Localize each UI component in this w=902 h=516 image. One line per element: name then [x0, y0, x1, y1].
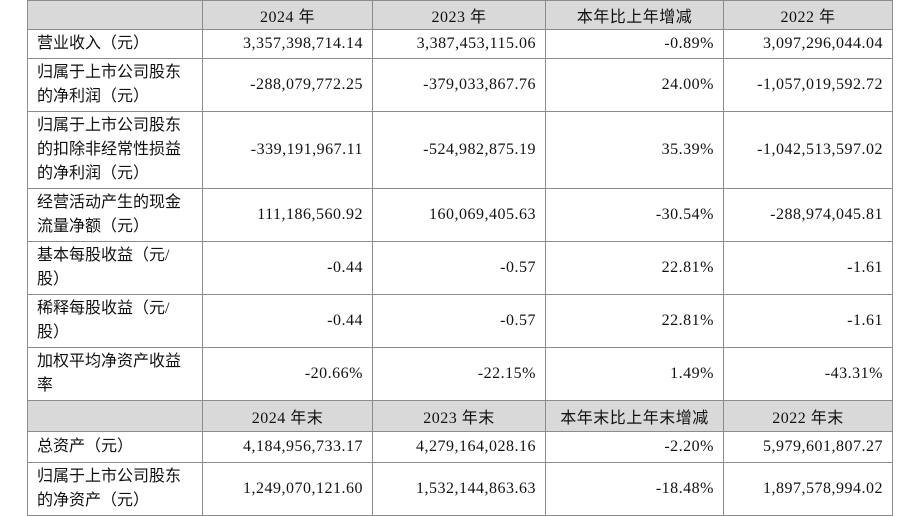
- header-2024: 2024 年: [202, 0, 373, 30]
- value-2023: 1,532,144,863.63: [372, 462, 546, 516]
- table-row-basic-eps: 基本每股收益（元/股） -0.44 -0.57 22.81% -1.61: [27, 241, 893, 295]
- row-label: 归属于上市公司股东的扣除非经常性损益的净利润（元）: [27, 111, 203, 189]
- table-row-revenue: 营业收入（元） 3,357,398,714.14 3,387,453,115.0…: [27, 29, 893, 59]
- value-2022: 1,897,578,994.02: [723, 462, 893, 516]
- value-change: 22.81%: [545, 294, 724, 348]
- header-row-period-end: 2024 年末 2023 年末 本年末比上年末增减 2022 年末: [27, 400, 893, 432]
- value-2023: -524,982,875.19: [372, 111, 546, 189]
- value-change: 1.49%: [545, 347, 724, 401]
- header-yoy-change: 本年比上年增减: [545, 0, 724, 30]
- value-change: -30.54%: [545, 188, 724, 242]
- header-blank-cell: [27, 0, 203, 30]
- row-label: 总资产（元）: [27, 431, 203, 463]
- row-label: 加权平均净资产收益率: [27, 347, 203, 401]
- value-2022: -1,042,513,597.02: [723, 111, 893, 189]
- table-row-net-profit: 归属于上市公司股东的净利润（元） -288,079,772.25 -379,03…: [27, 58, 893, 112]
- value-change: 35.39%: [545, 111, 724, 189]
- row-label: 营业收入（元）: [27, 29, 203, 59]
- header-2022-end: 2022 年末: [723, 400, 893, 432]
- value-2024: -20.66%: [202, 347, 373, 401]
- value-2022: -1.61: [723, 241, 893, 295]
- header-end-yoy-change: 本年末比上年末增减: [545, 400, 724, 432]
- table-row-diluted-eps: 稀释每股收益（元/股） -0.44 -0.57 22.81% -1.61: [27, 294, 893, 348]
- header-blank-cell: [27, 400, 203, 432]
- header-2023-end: 2023 年末: [372, 400, 546, 432]
- value-2023: 3,387,453,115.06: [372, 29, 546, 59]
- financial-summary-table: 2024 年 2023 年 本年比上年增减 2022 年 营业收入（元） 3,3…: [27, 0, 893, 516]
- row-label: 稀释每股收益（元/股）: [27, 294, 203, 348]
- value-2023: -22.15%: [372, 347, 546, 401]
- value-change: 22.81%: [545, 241, 724, 295]
- value-2023: 160,069,405.63: [372, 188, 546, 242]
- header-row-annual: 2024 年 2023 年 本年比上年增减 2022 年: [27, 0, 893, 30]
- table-row-total-assets: 总资产（元） 4,184,956,733.17 4,279,164,028.16…: [27, 431, 893, 463]
- value-2023: -0.57: [372, 294, 546, 348]
- value-2024: -0.44: [202, 241, 373, 295]
- header-2024-end: 2024 年末: [202, 400, 373, 432]
- value-2024: 1,249,070,121.60: [202, 462, 373, 516]
- row-label: 基本每股收益（元/股）: [27, 241, 203, 295]
- row-label: 归属于上市公司股东的净资产（元）: [27, 462, 203, 516]
- value-2022: -43.31%: [723, 347, 893, 401]
- value-change: 24.00%: [545, 58, 724, 112]
- table-row-net-profit-excl-nonrecurring: 归属于上市公司股东的扣除非经常性损益的净利润（元） -339,191,967.1…: [27, 111, 893, 189]
- value-2023: 4,279,164,028.16: [372, 431, 546, 463]
- row-label: 归属于上市公司股东的净利润（元）: [27, 58, 203, 112]
- value-2024: -339,191,967.11: [202, 111, 373, 189]
- row-label: 经营活动产生的现金流量净额（元）: [27, 188, 203, 242]
- value-change: -18.48%: [545, 462, 724, 516]
- value-2022: 3,097,296,044.04: [723, 29, 893, 59]
- value-2022: -1,057,019,592.72: [723, 58, 893, 112]
- value-2024: -288,079,772.25: [202, 58, 373, 112]
- table-row-weighted-avg-roe: 加权平均净资产收益率 -20.66% -22.15% 1.49% -43.31%: [27, 347, 893, 401]
- value-2023: -0.57: [372, 241, 546, 295]
- value-2022: -288,974,045.81: [723, 188, 893, 242]
- value-2022: -1.61: [723, 294, 893, 348]
- value-2024: 3,357,398,714.14: [202, 29, 373, 59]
- table-row-net-assets: 归属于上市公司股东的净资产（元） 1,249,070,121.60 1,532,…: [27, 462, 893, 516]
- header-2023: 2023 年: [372, 0, 546, 30]
- value-2024: 111,186,560.92: [202, 188, 373, 242]
- value-change: -0.89%: [545, 29, 724, 59]
- table-row-operating-cash-flow: 经营活动产生的现金流量净额（元） 111,186,560.92 160,069,…: [27, 188, 893, 242]
- value-2022: 5,979,601,807.27: [723, 431, 893, 463]
- header-2022: 2022 年: [723, 0, 893, 30]
- value-2024: -0.44: [202, 294, 373, 348]
- value-2024: 4,184,956,733.17: [202, 431, 373, 463]
- value-change: -2.20%: [545, 431, 724, 463]
- value-2023: -379,033,867.76: [372, 58, 546, 112]
